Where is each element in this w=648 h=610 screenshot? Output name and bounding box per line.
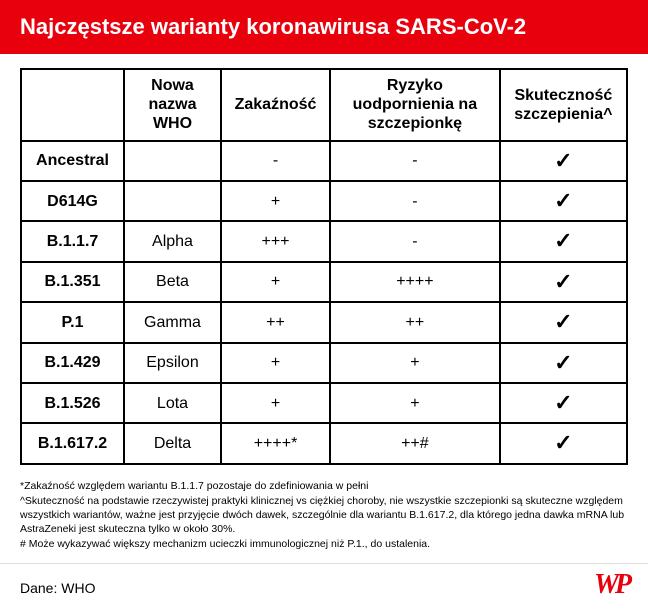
col-risk: Ryzyko uodpornienia na szczepionkę (330, 69, 500, 141)
col-infectivity: Zakaźność (221, 69, 330, 141)
cell-risk: + (330, 383, 500, 423)
cell-variant: B.1.429 (21, 343, 124, 383)
cell-variant: P.1 (21, 302, 124, 342)
cell-infectivity: + (221, 181, 330, 221)
cell-infectivity: ++++* (221, 423, 330, 463)
table-row: B.1.526Lota++✓ (21, 383, 627, 423)
cell-who-name: Delta (124, 423, 221, 463)
col-efficacy: Skuteczność szczepienia^ (500, 69, 627, 141)
cell-variant: B.1.351 (21, 262, 124, 302)
cell-efficacy: ✓ (500, 221, 627, 261)
footnote-line: *Zakaźność względem wariantu B.1.1.7 poz… (20, 479, 628, 493)
cell-risk: - (330, 221, 500, 261)
cell-risk: ++ (330, 302, 500, 342)
cell-who-name: Lota (124, 383, 221, 423)
cell-efficacy: ✓ (500, 302, 627, 342)
page-title: Najczęstsze warianty koronawirusa SARS-C… (20, 14, 526, 39)
variants-table: Nowa nazwa WHO Zakaźność Ryzyko uodporni… (20, 68, 628, 465)
cell-risk: - (330, 181, 500, 221)
cell-infectivity: + (221, 383, 330, 423)
cell-efficacy: ✓ (500, 181, 627, 221)
table-row: B.1.429Epsilon++✓ (21, 343, 627, 383)
table-header-row: Nowa nazwa WHO Zakaźność Ryzyko uodporni… (21, 69, 627, 141)
cell-who-name: Alpha (124, 221, 221, 261)
cell-efficacy: ✓ (500, 343, 627, 383)
table-row: B.1.1.7Alpha+++-✓ (21, 221, 627, 261)
cell-risk: ++# (330, 423, 500, 463)
cell-risk: - (330, 141, 500, 181)
cell-infectivity: + (221, 262, 330, 302)
cell-efficacy: ✓ (500, 262, 627, 302)
table-container: Nowa nazwa WHO Zakaźność Ryzyko uodporni… (0, 54, 648, 473)
cell-efficacy: ✓ (500, 383, 627, 423)
cell-who-name: Epsilon (124, 343, 221, 383)
table-row: P.1Gamma++++✓ (21, 302, 627, 342)
cell-who-name (124, 181, 221, 221)
cell-infectivity: ++ (221, 302, 330, 342)
cell-variant: B.1.617.2 (21, 423, 124, 463)
cell-variant: Ancestral (21, 141, 124, 181)
table-row: D614G +-✓ (21, 181, 627, 221)
footnote-line: # Może wykazywać większy mechanizm uciec… (20, 537, 628, 551)
table-row: Ancestral--✓ (21, 141, 627, 181)
cell-efficacy: ✓ (500, 141, 627, 181)
wp-logo: WP (594, 574, 628, 596)
cell-infectivity: - (221, 141, 330, 181)
cell-efficacy: ✓ (500, 423, 627, 463)
cell-risk: + (330, 343, 500, 383)
cell-variant: B.1.1.7 (21, 221, 124, 261)
table-row: B.1.617.2Delta++++*++#✓ (21, 423, 627, 463)
source-label: Dane: WHO (20, 580, 95, 596)
cell-infectivity: +++ (221, 221, 330, 261)
source-row: Dane: WHO WP (0, 563, 648, 610)
cell-risk: ++++ (330, 262, 500, 302)
cell-variant: B.1.526 (21, 383, 124, 423)
table-body: Ancestral--✓D614G+-✓B.1.1.7Alpha+++-✓B.1… (21, 141, 627, 464)
cell-variant: D614G (21, 181, 124, 221)
header-bar: Najczęstsze warianty koronawirusa SARS-C… (0, 0, 648, 54)
cell-who-name (124, 141, 221, 181)
table-row: B.1.351Beta+++++✓ (21, 262, 627, 302)
cell-who-name: Gamma (124, 302, 221, 342)
col-who-name: Nowa nazwa WHO (124, 69, 221, 141)
cell-who-name: Beta (124, 262, 221, 302)
col-variant (21, 69, 124, 141)
cell-infectivity: + (221, 343, 330, 383)
footnotes: *Zakaźność względem wariantu B.1.1.7 poz… (0, 473, 648, 557)
footnote-line: ^Skuteczność na podstawie rzeczywistej p… (20, 494, 628, 537)
